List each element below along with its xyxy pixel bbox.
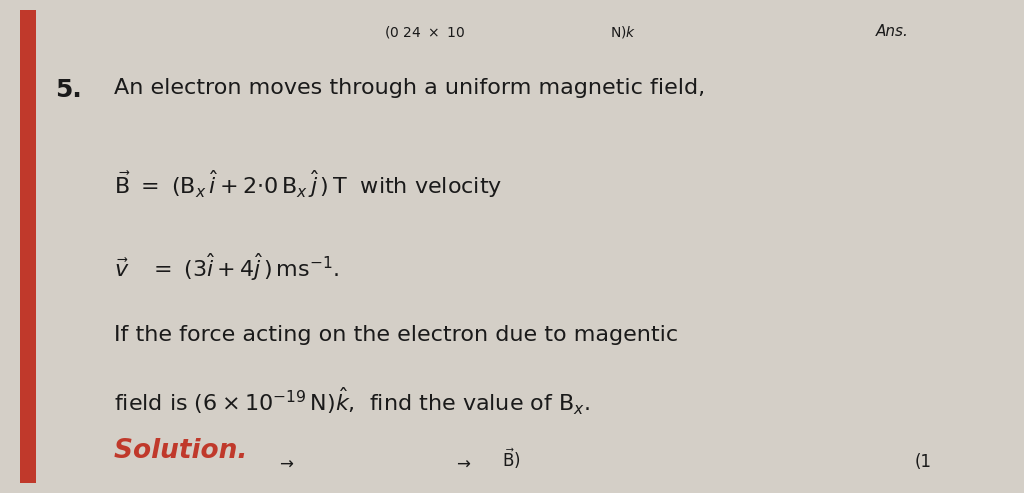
Text: 5.: 5.: [55, 78, 82, 103]
Text: $\vec{\mathrm{B}}$): $\vec{\mathrm{B}}$): [502, 447, 520, 471]
Text: An electron moves through a uniform magnetic field,: An electron moves through a uniform magn…: [114, 78, 705, 99]
Text: $(0\ 24\ \times\ 10$: $(0\ 24\ \times\ 10$: [384, 24, 465, 40]
Text: If the force acting on the electron due to magentic: If the force acting on the electron due …: [114, 324, 678, 345]
Text: $\rightarrow$: $\rightarrow$: [453, 453, 471, 471]
Bar: [20, 10, 36, 483]
Text: $\rightarrow$: $\rightarrow$: [276, 453, 295, 471]
Text: $\vec{v}\ \ \ =\ (3\hat{i}+4\hat{j}\,)\,\mathrm{ms}^{-1}.$: $\vec{v}\ \ \ =\ (3\hat{i}+4\hat{j}\,)\,…: [114, 251, 340, 283]
Text: S​olution.: S​olution.: [114, 438, 247, 464]
Text: $\mathrm{N})k$: $\mathrm{N})k$: [610, 24, 637, 40]
Text: $\vec{\mathrm{B}}\ =\ (\mathrm{B}_{x}\,\hat{i}+2{\cdot}0\,\mathrm{B}_{x}\,\hat{j: $\vec{\mathrm{B}}\ =\ (\mathrm{B}_{x}\,\…: [114, 169, 502, 200]
Text: (1: (1: [915, 453, 932, 471]
Text: field is $(6\times10^{-19}\,\mathrm{N})\hat{k}$,  find the value of $\mathrm{B}_: field is $(6\times10^{-19}\,\mathrm{N})\…: [114, 386, 590, 418]
Text: Ans.: Ans.: [876, 24, 908, 39]
